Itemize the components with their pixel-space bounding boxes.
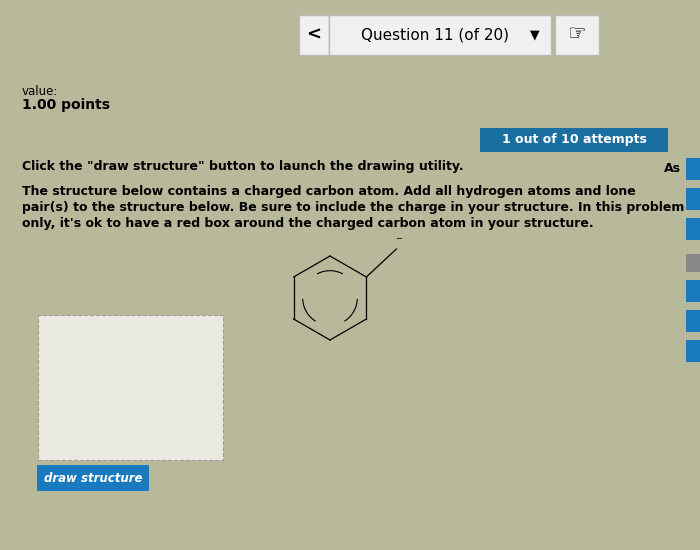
Bar — [686, 158, 700, 180]
Text: −: − — [395, 234, 402, 243]
Text: 1.00 points: 1.00 points — [22, 98, 110, 112]
Text: draw structure: draw structure — [43, 471, 142, 485]
Bar — [686, 280, 700, 302]
Bar — [686, 218, 700, 240]
Text: Question 11 (of 20): Question 11 (of 20) — [361, 27, 509, 42]
Bar — [480, 128, 668, 152]
FancyBboxPatch shape — [37, 465, 149, 491]
Bar — [686, 340, 700, 362]
Text: value:: value: — [22, 85, 58, 98]
Text: <: < — [307, 25, 321, 43]
FancyBboxPatch shape — [299, 14, 329, 54]
Text: As: As — [664, 162, 681, 175]
Text: 1 out of 10 attempts: 1 out of 10 attempts — [502, 134, 646, 146]
Bar — [686, 254, 700, 272]
Bar — [686, 188, 700, 210]
Text: pair(s) to the structure below. Be sure to include the charge in your structure.: pair(s) to the structure below. Be sure … — [22, 201, 685, 214]
Text: ☞: ☞ — [568, 25, 587, 45]
Bar — [38, 315, 223, 460]
Text: only, it's ok to have a red box around the charged carbon atom in your structure: only, it's ok to have a red box around t… — [22, 217, 594, 230]
Bar — [686, 310, 700, 332]
Text: ▼: ▼ — [530, 28, 540, 41]
FancyBboxPatch shape — [555, 14, 599, 54]
FancyBboxPatch shape — [329, 14, 551, 54]
Text: The structure below contains a charged carbon atom. Add all hydrogen atoms and l: The structure below contains a charged c… — [22, 185, 636, 198]
Text: Click the "draw structure" button to launch the drawing utility.: Click the "draw structure" button to lau… — [22, 160, 463, 173]
